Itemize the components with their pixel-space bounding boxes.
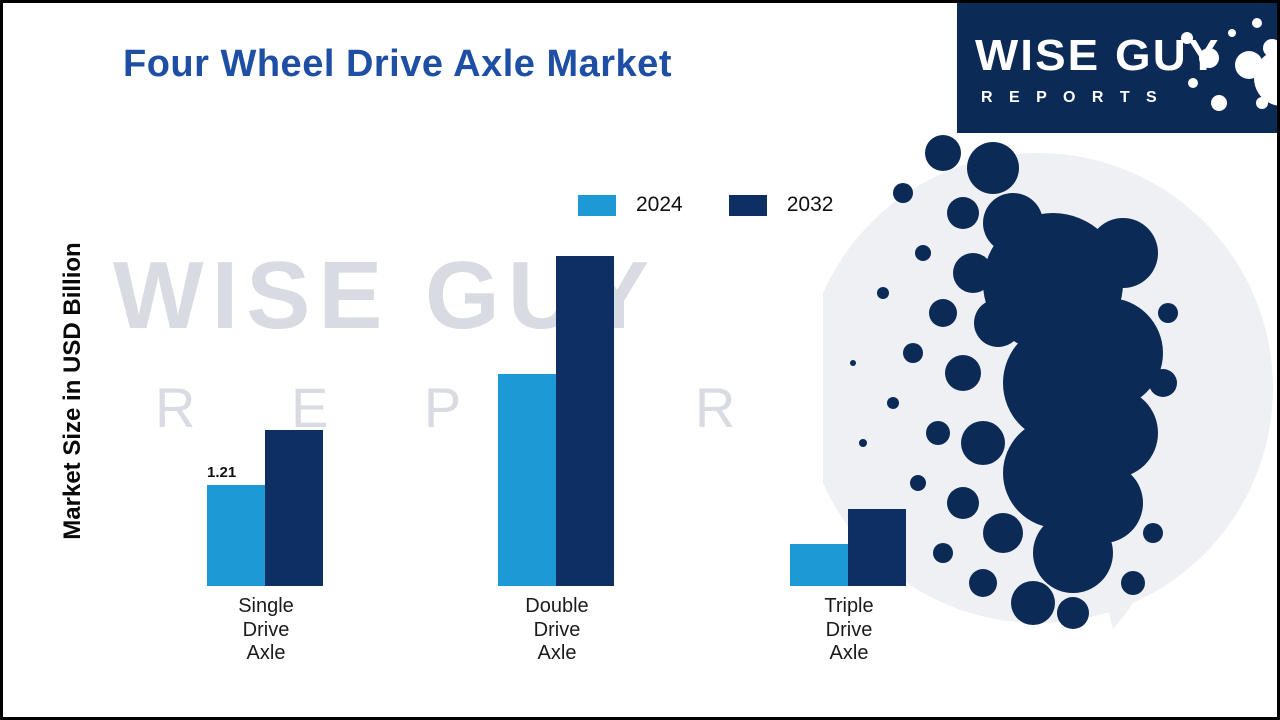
logo-wordmark: WISE GUY [975, 31, 1221, 80]
y-axis-label: Market Size in USD Billion [59, 242, 86, 540]
category-label: Double Drive Axle [525, 595, 589, 665]
bar-wrap [265, 430, 323, 586]
legend: 2024 2032 [578, 193, 833, 217]
legend-swatch-2032 [728, 194, 767, 216]
logo-subtitle: R E P O R T S [981, 89, 1163, 106]
bar-2024-double-drive-axle [498, 374, 556, 586]
bar-group-3: Triple Drive Axle [790, 233, 908, 664]
bar-2024-single-drive-axle [207, 485, 265, 586]
plot-area: 1.21 Single Drive Axle Double Drive Axle Triple… [143, 233, 953, 664]
bar-group-1: 1.21 Single Drive Axle [207, 233, 325, 664]
bar-wrap [498, 374, 556, 586]
legend-label: 2032 [786, 193, 834, 216]
bar-2032-double-drive-axle [556, 256, 614, 586]
dotted-head-decoration-icon [823, 135, 1273, 629]
legend-label: 2024 [636, 193, 683, 216]
category-label: Single Drive Axle [238, 595, 294, 665]
legend-item-2024: 2024 [578, 193, 683, 217]
bar-value-label: 1.21 [207, 464, 237, 481]
bar-2032-triple-drive-axle [848, 509, 906, 586]
category-label: Triple Drive Axle [824, 595, 874, 665]
logo-block: WISE GUY R E P O R T S [957, 3, 1277, 133]
logo-dots-icon [1181, 18, 1277, 111]
bar-2032-single-drive-axle [265, 430, 323, 586]
legend-swatch-2024 [578, 194, 616, 216]
bar-group-2: Double Drive Axle [498, 233, 616, 664]
bar-wrap: 1.21 [207, 464, 265, 586]
bar-wrap [848, 509, 906, 586]
chart-title: Four Wheel Drive Axle Market [123, 43, 672, 85]
legend-item-2032: 2032 [728, 193, 834, 217]
bar-wrap [556, 256, 614, 586]
bar-wrap [790, 544, 848, 586]
bar-2024-triple-drive-axle [790, 544, 848, 586]
